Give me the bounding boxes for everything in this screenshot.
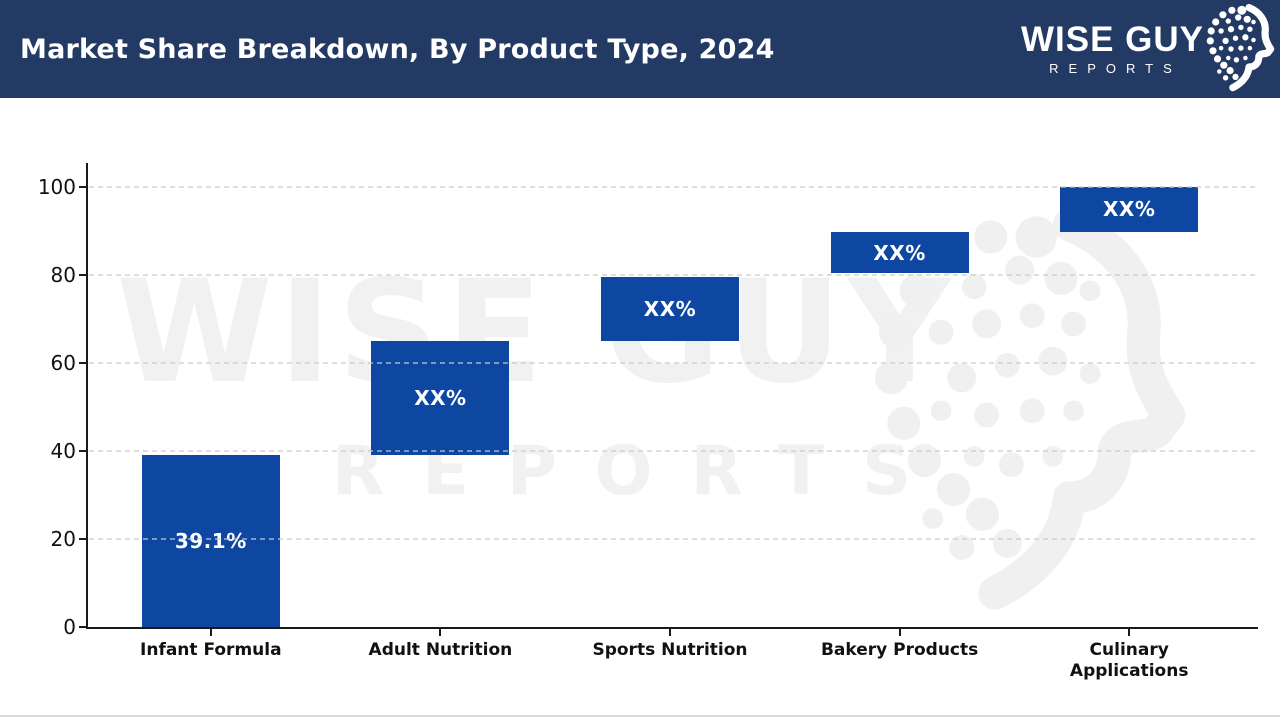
- x-tick-adult-nutrition: [439, 629, 442, 636]
- y-tick-0: [79, 626, 88, 628]
- bar-infant-formula: 39.1%: [141, 454, 280, 627]
- x-tick-label-infant-formula: Infant Formula: [140, 640, 282, 660]
- bottom-divider: [0, 715, 1280, 717]
- y-tick-40: [79, 450, 88, 452]
- gridline-y-40: [89, 450, 1258, 452]
- bar-value-label-culinary-applications: XX%: [1102, 197, 1156, 222]
- bar-value-label-infant-formula: 39.1%: [174, 528, 247, 553]
- x-tick-label-adult-nutrition: Adult Nutrition: [368, 640, 513, 660]
- logo-wordmark: WISE GUY REPORTS: [1021, 22, 1204, 76]
- gridline-y-100: [89, 186, 1258, 188]
- logo-text-reports: REPORTS: [1049, 61, 1182, 76]
- x-tick-bakery-products: [898, 629, 901, 636]
- logo-head-icon: [1204, 4, 1276, 94]
- y-tick-label-0: 0: [63, 615, 76, 639]
- wise-guy-logo: WISE GUY REPORTS: [1021, 0, 1276, 98]
- x-axis-line: [86, 627, 1258, 629]
- x-tick-culinary-applications: [1128, 629, 1131, 636]
- x-tick-infant-formula: [209, 629, 212, 636]
- y-axis-line: [86, 163, 88, 629]
- x-tick-label-sports-nutrition: Sports Nutrition: [592, 640, 748, 660]
- bar-bakery-products: XX%: [830, 231, 969, 274]
- gridline-y-60: [89, 362, 1258, 364]
- gridline-y-80: [89, 274, 1258, 276]
- x-tick-label-bakery-products: Bakery Products: [820, 640, 979, 660]
- bar-adult-nutrition: XX%: [371, 341, 510, 455]
- gridline-y-20: [89, 538, 1258, 540]
- y-tick-label-60: 60: [50, 351, 76, 375]
- y-tick-80: [79, 274, 88, 276]
- bar-value-label-bakery-products: XX%: [873, 240, 926, 265]
- y-tick-label-80: 80: [50, 263, 76, 287]
- y-tick-label-40: 40: [50, 439, 76, 463]
- x-tick-label-culinary-applications: Culinary Applications: [1069, 640, 1189, 682]
- watermark-text-wiseguy: WISE GUY: [116, 250, 957, 415]
- x-tick-sports-nutrition: [669, 629, 671, 636]
- chart-title: Market Share Breakdown, By Product Type,…: [20, 33, 775, 65]
- bar-value-label-sports-nutrition: XX%: [643, 296, 697, 321]
- header: Market Share Breakdown, By Product Type,…: [0, 0, 1280, 98]
- bar-culinary-applications: XX%: [1060, 187, 1199, 232]
- y-tick-label-20: 20: [50, 527, 76, 551]
- y-tick-20: [79, 538, 88, 540]
- bar-value-label-adult-nutrition: XX%: [414, 385, 467, 410]
- logo-text-wiseguy: WISE GUY: [1020, 20, 1204, 59]
- y-tick-100: [79, 186, 88, 188]
- y-tick-label-100: 100: [37, 175, 76, 199]
- y-tick-60: [79, 362, 88, 364]
- bar-sports-nutrition: XX%: [601, 276, 739, 341]
